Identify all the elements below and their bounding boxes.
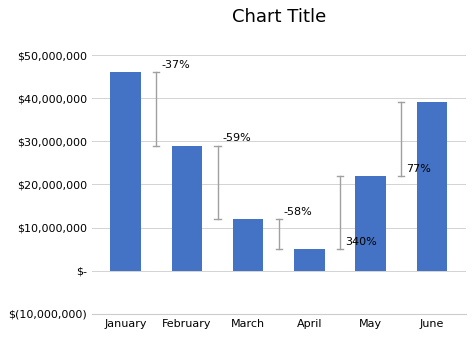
Bar (417, 102, 447, 271)
Text: -58%: -58% (284, 207, 312, 217)
Bar (356, 176, 386, 271)
Text: 340%: 340% (345, 237, 377, 247)
Title: Chart Title: Chart Title (232, 8, 326, 26)
Bar (110, 72, 141, 271)
Bar (172, 146, 202, 271)
Bar (294, 249, 325, 271)
Text: 77%: 77% (406, 164, 431, 174)
Text: -37%: -37% (161, 60, 190, 70)
Text: -59%: -59% (222, 133, 251, 144)
Bar (233, 219, 264, 271)
